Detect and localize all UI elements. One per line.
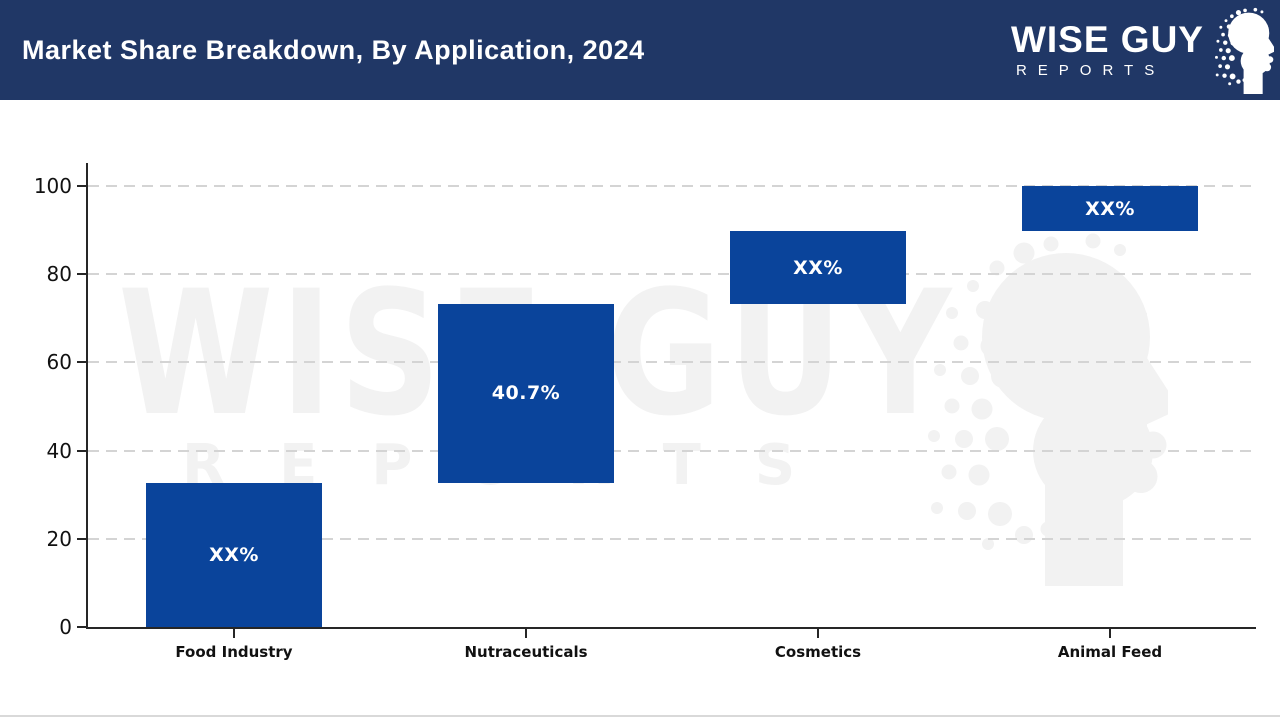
x-axis-tick	[1109, 629, 1111, 638]
y-axis-tick-label: 80	[46, 262, 72, 287]
bar-value-label: XX%	[209, 544, 259, 567]
logo-text: WISE GUY REPORTS	[1011, 21, 1204, 79]
y-axis-tick-label: 40	[46, 438, 72, 463]
bar-chart-plot: 0 20 40 60 80 100 XX% Food Industry 40.7% Nutrace…	[0, 100, 1280, 720]
chart-title: Market Share Breakdown, By Application, …	[22, 34, 645, 65]
y-axis-tick-label: 20	[46, 526, 72, 551]
wise-guy-logo: WISE GUY REPORTS	[1011, 6, 1274, 94]
y-axis-tick	[77, 185, 86, 187]
x-axis-tick	[525, 629, 527, 638]
bar-animal-feed: XX%	[1022, 186, 1198, 232]
chart-area: 0 20 40 60 80 100 XX% Food Industry 40.7% Nutrace…	[0, 100, 1280, 720]
gridline-20	[88, 537, 1256, 540]
bar-nutraceuticals: 40.7%	[438, 303, 614, 484]
x-axis-category-label: Animal Feed	[1057, 643, 1163, 661]
logo-subtext: REPORTS	[1015, 62, 1166, 79]
y-axis-tick	[77, 361, 86, 364]
face-profile-icon	[1200, 6, 1274, 94]
bottom-border-line	[0, 715, 1280, 717]
y-axis-tick	[77, 626, 86, 628]
y-axis-line	[86, 163, 88, 629]
x-axis-category-label: Nutraceuticals	[464, 643, 588, 661]
x-axis-line	[86, 627, 1256, 629]
y-axis-tick	[77, 273, 86, 276]
y-axis-tick	[77, 449, 86, 452]
gridline-100	[88, 185, 1256, 187]
gridline-40	[88, 449, 1256, 452]
y-axis-tick	[77, 537, 86, 540]
x-axis-tick	[233, 629, 235, 638]
report-header: Market Share Breakdown, By Application, …	[0, 0, 1280, 100]
bar-value-label: XX%	[793, 256, 843, 279]
bar-value-label: XX%	[1085, 197, 1135, 220]
bar-value-label: 40.7%	[491, 382, 561, 405]
gridline-80	[88, 273, 1256, 276]
gridline-60	[88, 361, 1256, 364]
x-axis-category-label: Food Industry	[175, 643, 293, 661]
logo-wordmark: WISE GUY	[1010, 19, 1204, 60]
x-axis-category-label: Cosmetics	[774, 643, 862, 661]
y-axis-tick-label: 60	[46, 350, 72, 375]
y-axis-tick-label: 100	[33, 174, 72, 198]
y-axis-tick-label: 0	[59, 615, 72, 639]
x-axis-tick	[817, 629, 819, 638]
bar-cosmetics: XX%	[730, 231, 906, 304]
bar-food-industry: XX%	[146, 483, 322, 627]
